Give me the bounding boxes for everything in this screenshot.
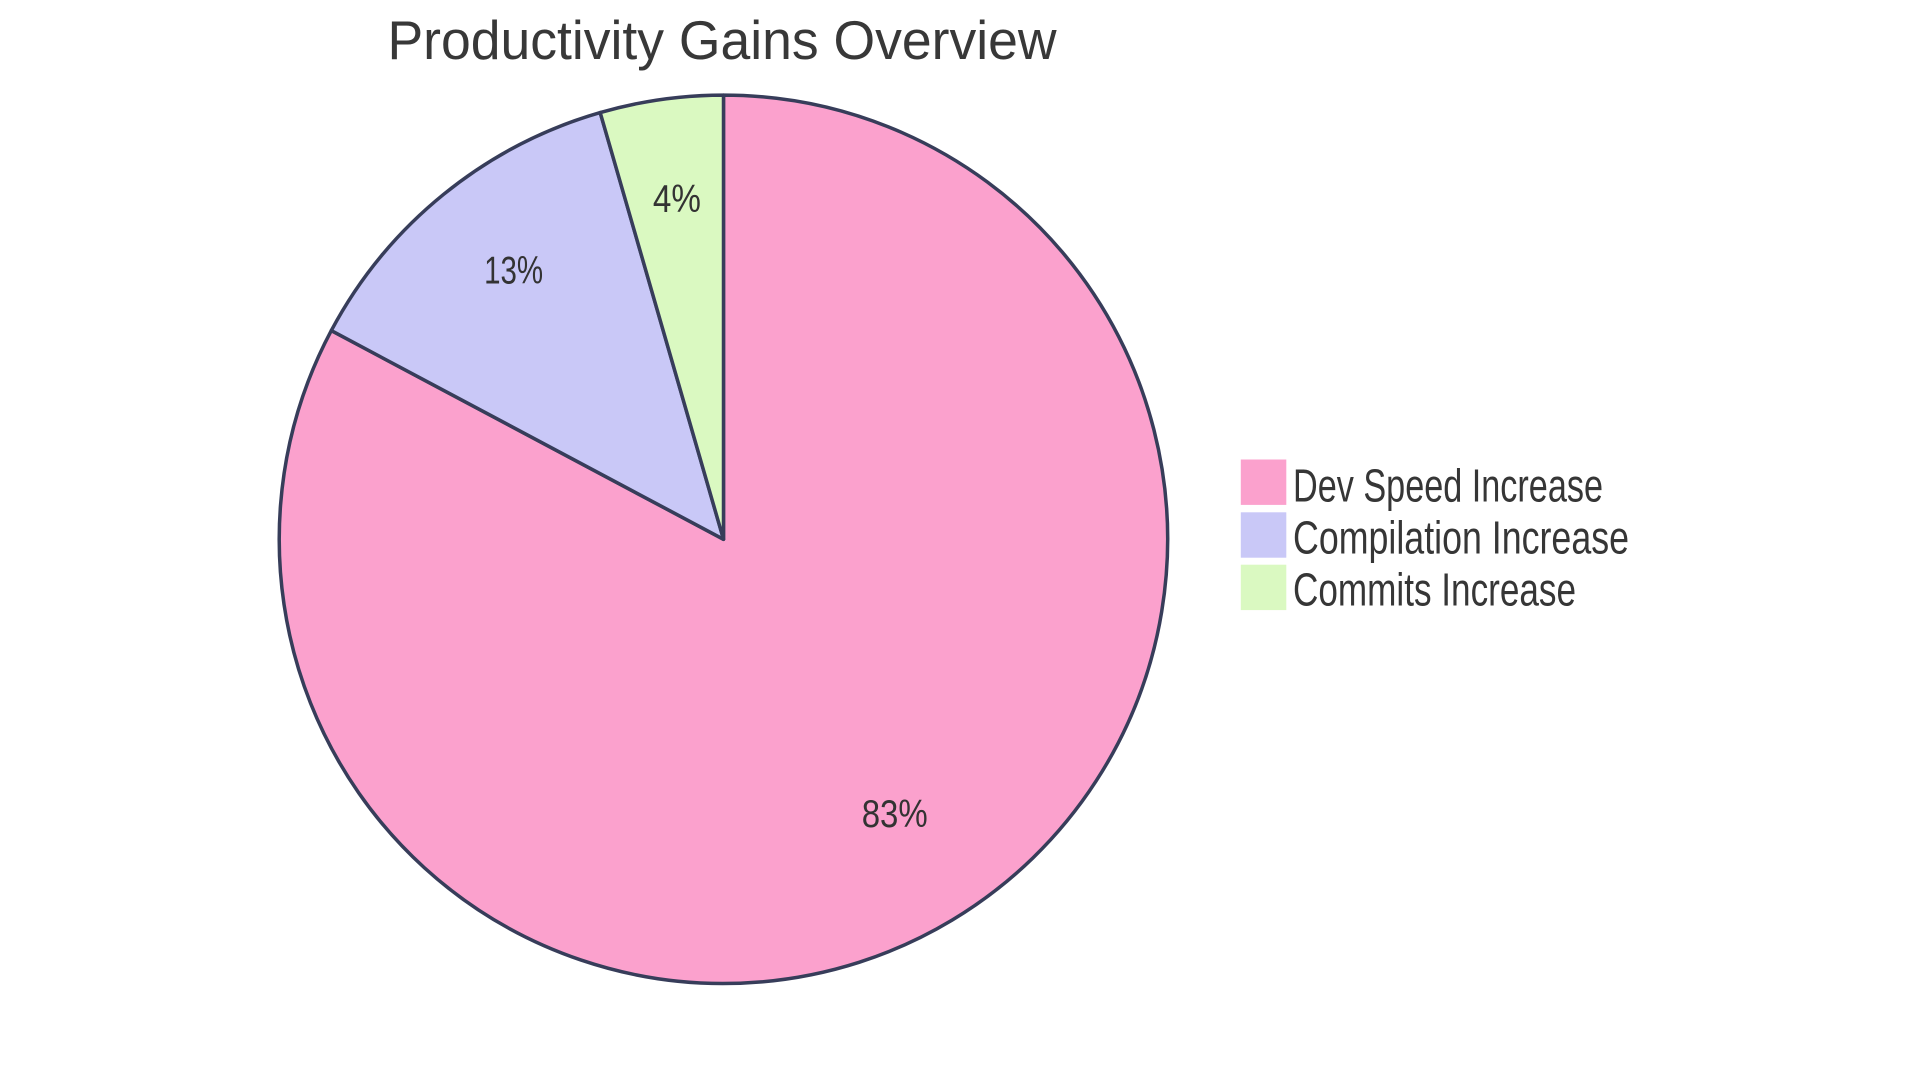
svg-text:Productivity Gains Overview: Productivity Gains Overview: [388, 10, 1058, 71]
svg-text:13%: 13%: [484, 250, 543, 293]
svg-text:83%: 83%: [862, 793, 928, 836]
svg-text:4%: 4%: [653, 178, 701, 221]
svg-text:Commits Increase: Commits Increase: [1293, 564, 1576, 616]
svg-text:Compilation Increase: Compilation Increase: [1293, 512, 1629, 564]
svg-text:Dev Speed Increase: Dev Speed Increase: [1293, 459, 1603, 511]
